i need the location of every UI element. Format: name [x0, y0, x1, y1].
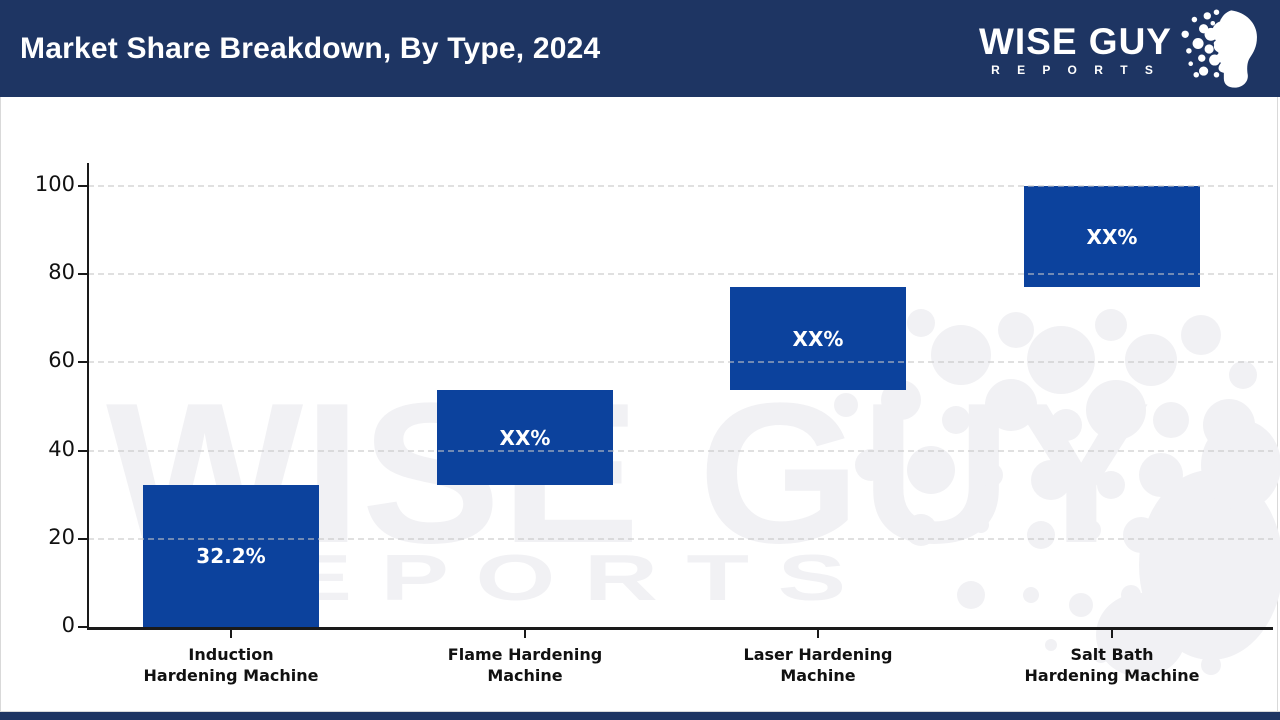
- header-band: Market Share Breakdown, By Type, 2024 WI…: [0, 0, 1280, 97]
- x-tick-mark: [1111, 630, 1113, 638]
- bar-value-label: XX%: [792, 326, 844, 351]
- bar-segment: XX%: [730, 287, 906, 391]
- x-tick-mark: [230, 630, 232, 638]
- chart-panel: WISE GUY R E P O R T S 32.2% XX% XX% XX% 0 20…: [0, 97, 1280, 711]
- y-tick-mark: [78, 626, 87, 628]
- gridline: [88, 273, 1273, 276]
- footer-band: [0, 712, 1280, 720]
- y-tick-label: 20: [48, 524, 75, 549]
- x-tick-mark: [524, 630, 526, 638]
- x-category-label: Salt Bath Hardening Machine: [1024, 645, 1200, 685]
- bar-segment: 32.2%: [143, 484, 319, 627]
- y-tick-mark: [78, 537, 87, 540]
- y-tick-label: 80: [48, 260, 75, 285]
- brand-logo-text: WISE GUY R E P O R T S: [978, 20, 1172, 77]
- bar-value-label: XX%: [1086, 224, 1138, 249]
- bar-segment: XX%: [437, 390, 613, 485]
- bar-value-label: XX%: [499, 425, 551, 450]
- y-tick-label: 60: [48, 348, 75, 373]
- dotted-head-logo-icon: [1181, 9, 1257, 88]
- y-tick-mark: [78, 361, 87, 364]
- gridline: [88, 185, 1273, 187]
- brand-logo: WISE GUY R E P O R T S: [979, 6, 1268, 92]
- x-category-label: Laser Hardening Machine: [743, 645, 893, 685]
- brand-name: WISE GUY: [978, 20, 1172, 62]
- page-title: Market Share Breakdown, By Type, 2024: [20, 31, 601, 65]
- y-tick-label: 0: [61, 613, 75, 637]
- y-tick-mark: [78, 185, 87, 187]
- footer-divider: [0, 711, 1280, 712]
- y-tick-mark: [78, 273, 87, 276]
- bar-segment: XX%: [1024, 186, 1200, 288]
- brand-subtitle: R E P O R T S: [991, 62, 1160, 77]
- bar-value-label: 32.2%: [196, 543, 266, 568]
- x-tick-mark: [817, 630, 819, 638]
- gridline: [88, 449, 1273, 452]
- x-category-label: Flame Hardening Machine: [447, 645, 603, 685]
- y-axis-line: [87, 163, 89, 630]
- y-tick-mark: [78, 449, 87, 452]
- x-category-label: Induction Hardening Machine: [143, 645, 319, 685]
- gridline: [88, 361, 1273, 364]
- gridline: [88, 537, 1273, 540]
- y-tick-label: 100: [34, 172, 75, 196]
- y-tick-label: 40: [48, 436, 75, 461]
- x-axis-line: [87, 627, 1273, 630]
